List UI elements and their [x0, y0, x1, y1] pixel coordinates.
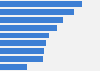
Bar [0, 40, 46, 46]
Bar [0, 56, 43, 62]
Bar [0, 64, 27, 70]
Bar [0, 33, 49, 38]
Bar [0, 17, 63, 23]
Bar [0, 48, 44, 54]
Bar [0, 9, 74, 15]
Bar [0, 1, 82, 7]
Bar [0, 25, 57, 31]
